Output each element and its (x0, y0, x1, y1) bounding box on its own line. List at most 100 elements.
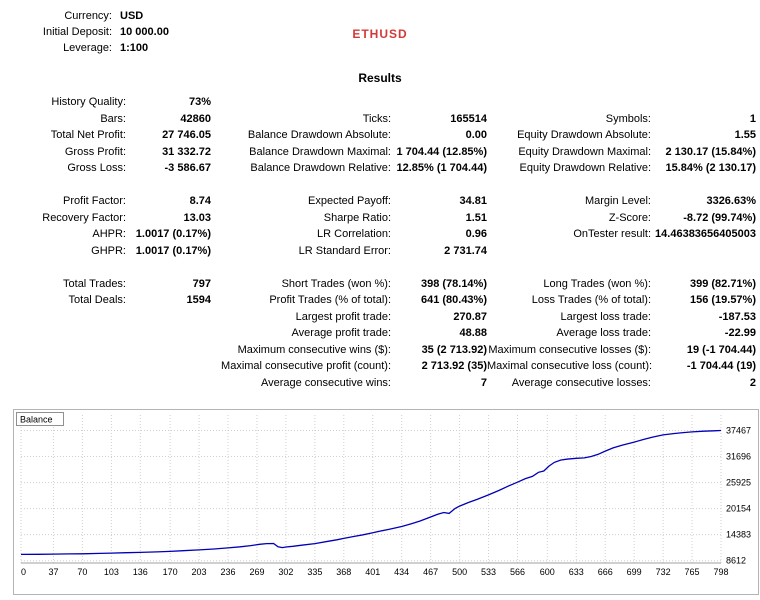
stat-value: 398 (78.14%) (420, 277, 487, 290)
stat-value: 1.0017 (0.17%) (135, 228, 211, 241)
stat-value: 13.03 (183, 211, 211, 224)
y-tick-label: 25925 (726, 478, 751, 488)
x-tick-label: 732 (656, 567, 671, 577)
stat-value: 270.87 (453, 310, 487, 323)
stat-value: 15.84% (2 130.17) (665, 162, 756, 175)
x-tick-label: 798 (713, 567, 728, 577)
x-tick-label: 765 (685, 567, 700, 577)
x-tick-label: 401 (365, 567, 380, 577)
stat-value: 48.88 (459, 327, 487, 340)
stat-label: AHPR: (92, 228, 126, 241)
stat-label: History Quality: (51, 96, 126, 109)
stat-value: 0.96 (465, 228, 487, 241)
x-tick-label: 434 (394, 567, 409, 577)
stat-label: Maximum consecutive losses ($): (488, 343, 651, 356)
stat-value: 1.55 (734, 129, 756, 142)
stat-label: Average loss trade: (556, 327, 651, 340)
stat-value: 19 (-1 704.44) (686, 343, 756, 356)
stat-label: Largest profit trade: (295, 310, 391, 323)
x-tick-label: 170 (163, 567, 178, 577)
currency-row: Currency: USD (0, 8, 760, 24)
symbol-title: ETHUSD (352, 27, 408, 41)
currency-label: Currency: (64, 10, 112, 22)
initial-deposit-label: Initial Deposit: (42, 26, 112, 38)
leverage-value: 1:100 (120, 42, 149, 54)
stat-label: Balance Drawdown Relative: (250, 162, 391, 175)
stat-value: 7 (480, 376, 487, 389)
chart-legend-box (16, 412, 64, 426)
x-tick-label: 37 (48, 567, 58, 577)
stat-label: Largest loss trade: (560, 310, 652, 323)
stat-label: Average consecutive wins: (260, 376, 391, 389)
stats-group-spacer (6, 259, 756, 275)
stat-value: 0.00 (465, 129, 487, 142)
initial-deposit-value: 10 000.00 (120, 26, 169, 38)
stat-value: 27 746.05 (162, 129, 211, 142)
stat-label: Average profit trade: (291, 327, 391, 340)
balance-chart-svg: 0 37 70 103 136 170 203 236 269 302 335 368 401 434 46… (13, 409, 759, 595)
stat-value: 2 713.92 (35) (421, 360, 487, 373)
stat-value: 1594 (186, 294, 211, 307)
chart-frame (13, 409, 759, 595)
x-tick-label: 103 (104, 567, 119, 577)
y-tick-label: 8612 (726, 556, 746, 566)
x-tick-label: 368 (336, 567, 351, 577)
stat-label: Margin Level: (584, 195, 651, 208)
stat-label: GHPR: (91, 244, 126, 257)
stat-label: Total Deals: (68, 294, 126, 307)
stat-value: 1.0017 (0.17%) (135, 244, 211, 257)
stat-value: 399 (82.71%) (689, 277, 756, 290)
stat-value: -1 704.44 (19) (686, 360, 756, 373)
chart-title: Balance (20, 415, 53, 425)
stat-value: 14.46383656405003 (655, 228, 756, 241)
stat-value: 73% (188, 96, 211, 109)
stat-value: 3326.63% (706, 195, 756, 208)
x-tick-label: 666 (598, 567, 613, 577)
x-tick-label: 0 (21, 567, 26, 577)
y-tick-label: 20154 (726, 504, 751, 514)
stats-grid: History Quality: 73% Bars: 42860 Ticks: 16551… (0, 94, 760, 391)
stat-label: Maximal consecutive loss (count): (487, 360, 653, 373)
x-tick-label: 600 (540, 567, 555, 577)
initial-deposit-row: Initial Deposit: 10 000.00 (0, 24, 760, 40)
stat-label: Equity Drawdown Relative: (519, 162, 651, 175)
stat-value: -22.99 (724, 327, 756, 340)
y-tick-label: 37467 (726, 425, 751, 435)
x-tick-label: 203 (192, 567, 207, 577)
stat-value: 31 332.72 (162, 145, 211, 158)
x-tick-label: 633 (569, 567, 584, 577)
stat-label: Maximal consecutive profit (count): (221, 360, 391, 373)
stat-value: 797 (192, 277, 211, 290)
stat-value: 42860 (180, 112, 211, 125)
stat-label: Total Trades: (63, 277, 126, 290)
stat-value: 2 130.17 (15.84%) (665, 145, 756, 158)
stats-group-spacer (6, 177, 756, 193)
stat-label: Z-Score: (608, 211, 651, 224)
stat-label: Ticks: (362, 112, 391, 125)
x-tick-label: 236 (221, 567, 236, 577)
stat-label: Sharpe Ratio: (323, 211, 391, 224)
stat-label: LR Standard Error: (298, 244, 391, 257)
stat-value: 1 (749, 112, 756, 125)
stat-label: Balance Drawdown Maximal: (249, 145, 391, 158)
x-tick-label: 302 (278, 567, 293, 577)
stat-label: Loss Trades (% of total): (531, 294, 651, 307)
stat-value: 2 (749, 376, 756, 389)
stat-value: -187.53 (718, 310, 756, 323)
stat-label: Maximum consecutive wins ($): (237, 343, 391, 356)
stat-label: Expected Payoff: (308, 195, 391, 208)
stat-value: 35 (2 713.92) (421, 343, 487, 356)
currency-value: USD (120, 10, 144, 22)
stat-label: Equity Drawdown Absolute: (517, 129, 651, 142)
stat-value: 2 731.74 (444, 244, 487, 257)
stat-value: 1.51 (465, 211, 487, 224)
stat-label: Long Trades (won %): (543, 277, 651, 290)
stat-label: Gross Profit: (64, 145, 126, 158)
stat-value: 156 (19.57%) (689, 294, 756, 307)
stat-value: 641 (80.43%) (420, 294, 487, 307)
x-tick-label: 70 (77, 567, 87, 577)
stat-label: Symbols: (605, 112, 651, 125)
results-title: Results (358, 71, 402, 85)
stat-label: Gross Loss: (67, 162, 126, 175)
